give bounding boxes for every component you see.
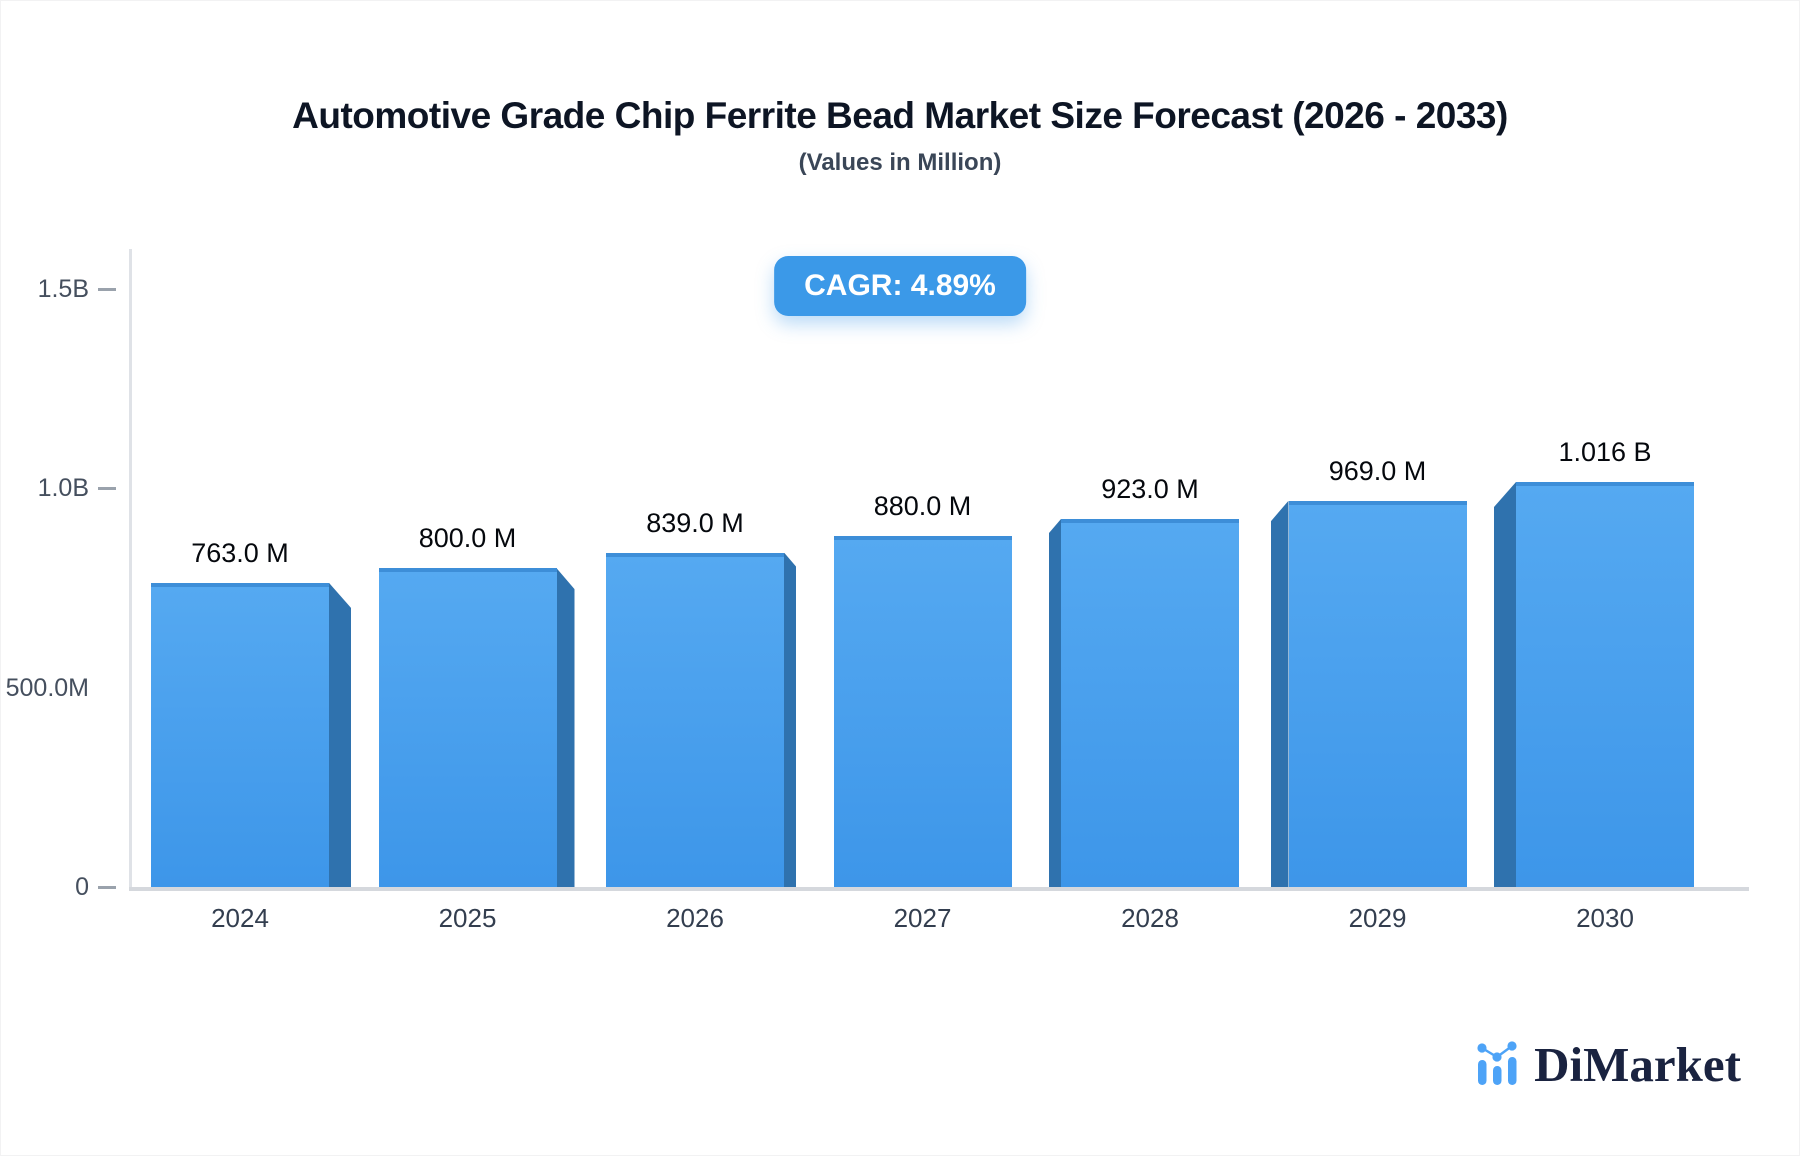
dimarket-logo[interactable]: DiMarket: [1476, 1039, 1741, 1091]
y-axis-tick-label: 0: [75, 873, 89, 901]
y-axis-tick-mark: [98, 288, 116, 291]
bar-2025-side-face: [556, 568, 575, 887]
bar-2025[interactable]: [378, 568, 557, 887]
bar-value-label: 969.0 M: [1328, 455, 1427, 486]
bar-2024-side-face: [329, 582, 351, 887]
bar-2027[interactable]: [833, 536, 1012, 887]
bar-value-label: 763.0 M: [191, 537, 289, 568]
bar-2026[interactable]: [606, 552, 784, 887]
x-axis-tick-label: 2027: [893, 903, 952, 933]
chart-title: Automotive Grade Chip Ferrite Bead Marke…: [292, 95, 1508, 136]
x-axis-line: [129, 887, 1749, 891]
x-axis-tick-label: 2024: [211, 903, 269, 933]
x-axis-tick-label: 2029: [1348, 903, 1407, 933]
y-axis-tick-label: 500.0M: [5, 673, 89, 702]
x-axis-tick-label: 2030: [1576, 903, 1634, 933]
bar-value-label: 880.0 M: [873, 491, 972, 522]
bar-value-label: 839.0 M: [646, 507, 744, 538]
dimarket-logo-text: DiMarket: [1534, 1037, 1741, 1092]
bar-2030[interactable]: [1516, 481, 1694, 887]
chart-subtitle: (Values in Million): [798, 149, 1002, 176]
x-axis-tick-label: 2028: [1121, 903, 1179, 933]
dimarket-logo-icon: [1476, 1040, 1522, 1091]
y-axis-tick-mark: [98, 886, 116, 889]
bar-2029-side-face: [1270, 500, 1289, 887]
x-axis-tick-label: 2025: [438, 903, 497, 933]
y-axis-tick-mark: [98, 487, 116, 491]
bar-2024[interactable]: [151, 582, 329, 887]
bar-2029[interactable]: [1288, 500, 1467, 887]
bar-2028[interactable]: [1061, 519, 1239, 887]
bar-value-label: 1.016 B: [1558, 436, 1652, 467]
y-axis-tick-label: 1.5B: [37, 275, 89, 303]
cagr-badge: CAGR: 4.89%: [774, 256, 1026, 316]
bar-2028-side-face: [1049, 519, 1061, 887]
y-axis-line: [129, 249, 132, 891]
x-axis-tick-label: 2026: [666, 903, 724, 933]
y-axis-tick-label: 1.0B: [37, 474, 89, 503]
bar-value-label: 800.0 M: [418, 523, 517, 554]
bar-2030-side-face: [1494, 481, 1516, 887]
bar-2026-side-face: [784, 552, 796, 887]
bar-value-label: 923.0 M: [1101, 474, 1199, 505]
